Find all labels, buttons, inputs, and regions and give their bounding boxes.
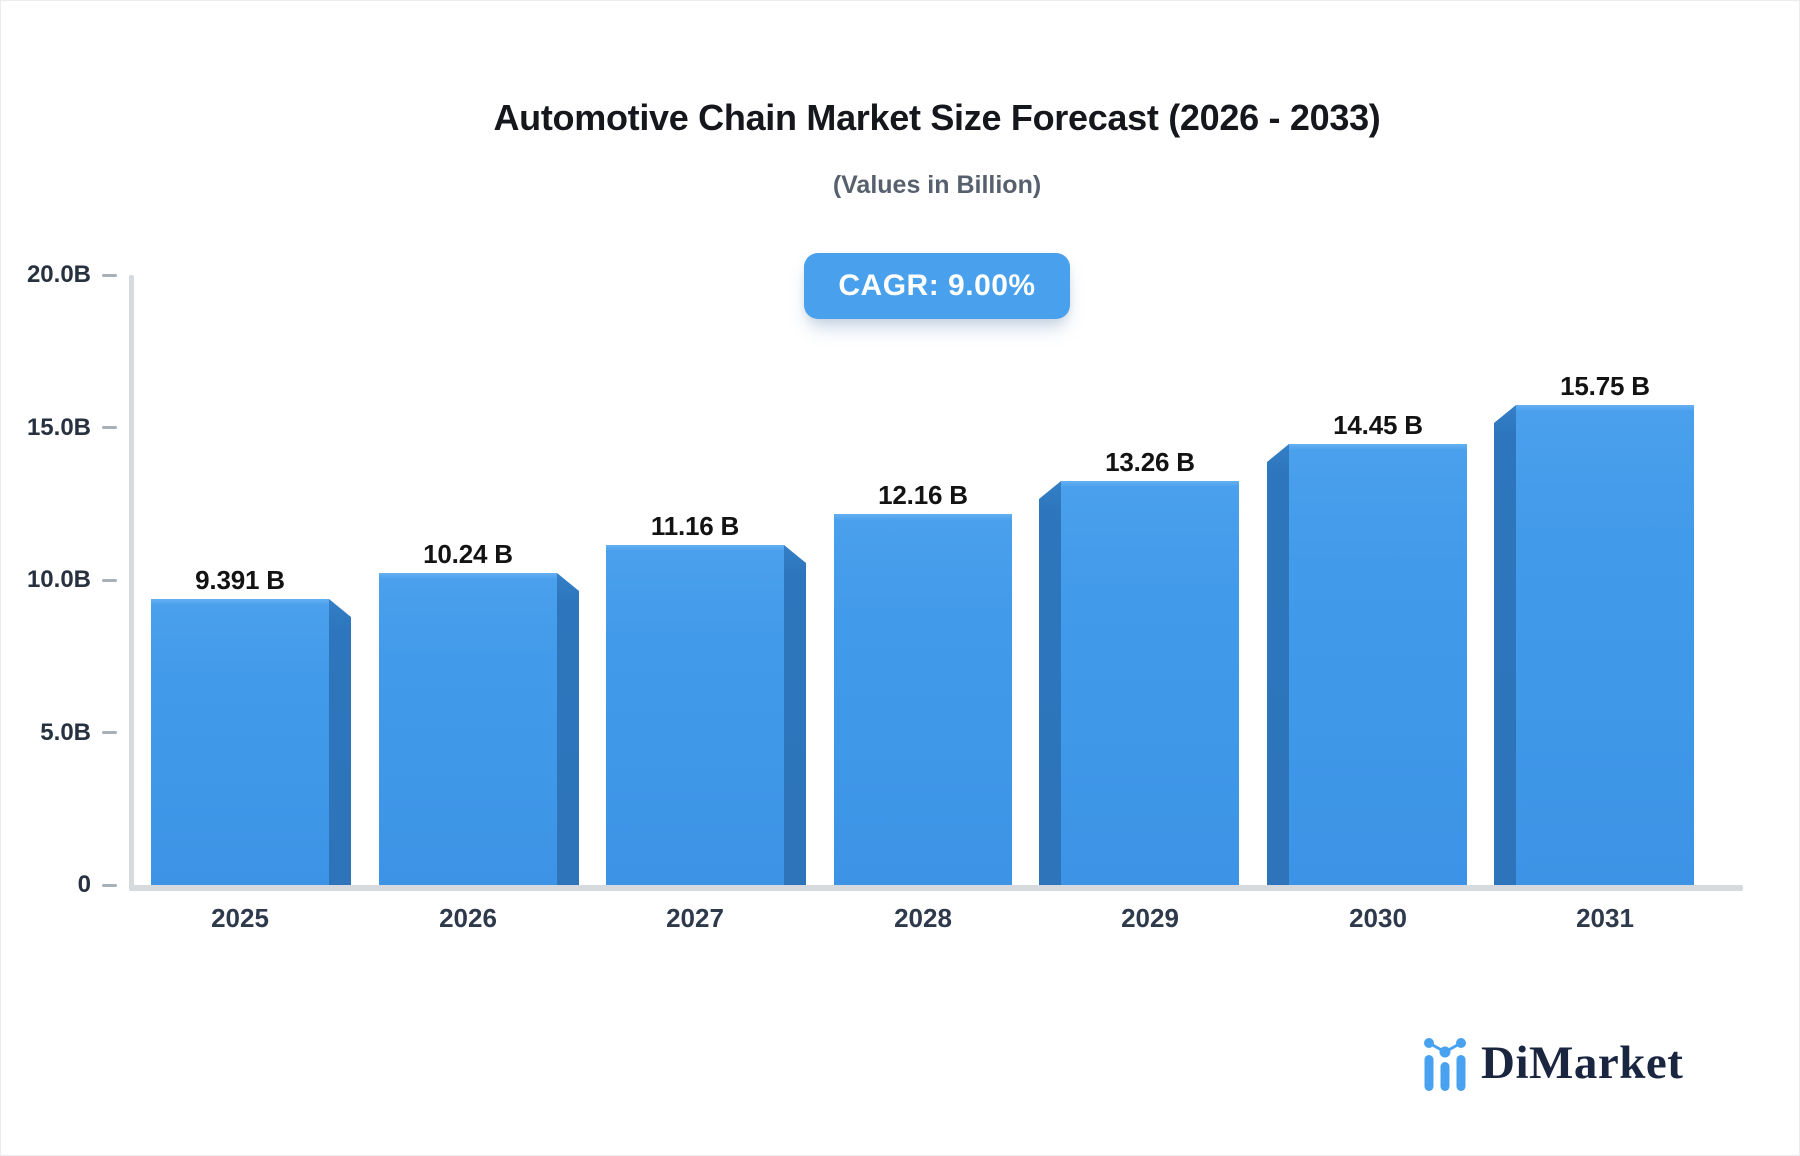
y-tick-label-1: 5.0B — [40, 718, 91, 746]
brand-logo: DiMarket — [1422, 1035, 1683, 1091]
y-tick-label-0: 0 — [77, 871, 91, 898]
bar-2029 — [1061, 481, 1239, 885]
bar-value-label: 14.45 B — [1333, 410, 1423, 440]
x-tick-label-2028: 2028 — [894, 903, 952, 933]
bar-3d-side — [784, 545, 806, 885]
bar-3d-side — [1039, 481, 1061, 885]
bar-value-label: 15.75 B — [1560, 371, 1650, 401]
y-tick-dash — [102, 273, 117, 277]
bar-3d-side — [557, 573, 579, 885]
y-tick-dash — [102, 731, 117, 734]
bar-value-label: 9.391 B — [195, 565, 285, 595]
x-tick-label-2030: 2030 — [1349, 903, 1407, 933]
x-tick-label-2025: 2025 — [211, 903, 269, 933]
bar-2031 — [1516, 405, 1694, 885]
y-tick-dash — [102, 578, 117, 582]
y-axis-line — [129, 275, 134, 891]
x-axis-baseline — [129, 885, 1743, 891]
bar-2026 — [379, 573, 557, 885]
bar-value-label: 10.24 B — [423, 539, 513, 569]
bar-value-label: 13.26 B — [1105, 447, 1195, 477]
cagr-badge: CAGR: 9.00% — [804, 253, 1070, 319]
y-tick-dash — [102, 883, 117, 887]
bar-2030 — [1289, 444, 1467, 885]
bar-3d-side — [1494, 405, 1516, 885]
y-tick-label-2: 10.0B — [26, 566, 91, 593]
chart-subtitle: (Values in Billion) — [832, 171, 1042, 199]
bar-2028 — [834, 514, 1012, 885]
cagr-badge-wrap: CAGR: 9.00% — [131, 253, 1743, 319]
chart-title: Automotive Chain Market Size Forecast (2… — [493, 97, 1381, 138]
x-tick-label-2027: 2027 — [666, 903, 724, 933]
bar-2025 — [151, 599, 329, 885]
y-tick-label-3: 15.0B — [26, 413, 91, 441]
x-tick-label-2026: 2026 — [439, 903, 497, 933]
brand-logo-text: DiMarket — [1481, 1037, 1684, 1089]
x-tick-label-2031: 2031 — [1576, 903, 1634, 933]
x-tick-label-2029: 2029 — [1121, 903, 1179, 933]
bar-value-label: 12.16 B — [878, 480, 968, 510]
y-tick-dash — [102, 426, 117, 429]
bar-line-chart-icon — [1424, 1038, 1466, 1091]
bar-3d-side — [1267, 444, 1289, 885]
y-tick-label-4: 20.0B — [26, 261, 91, 288]
bar-value-label: 11.16 B — [650, 511, 740, 541]
bar-3d-side — [329, 599, 351, 885]
bar-2027 — [606, 545, 784, 885]
